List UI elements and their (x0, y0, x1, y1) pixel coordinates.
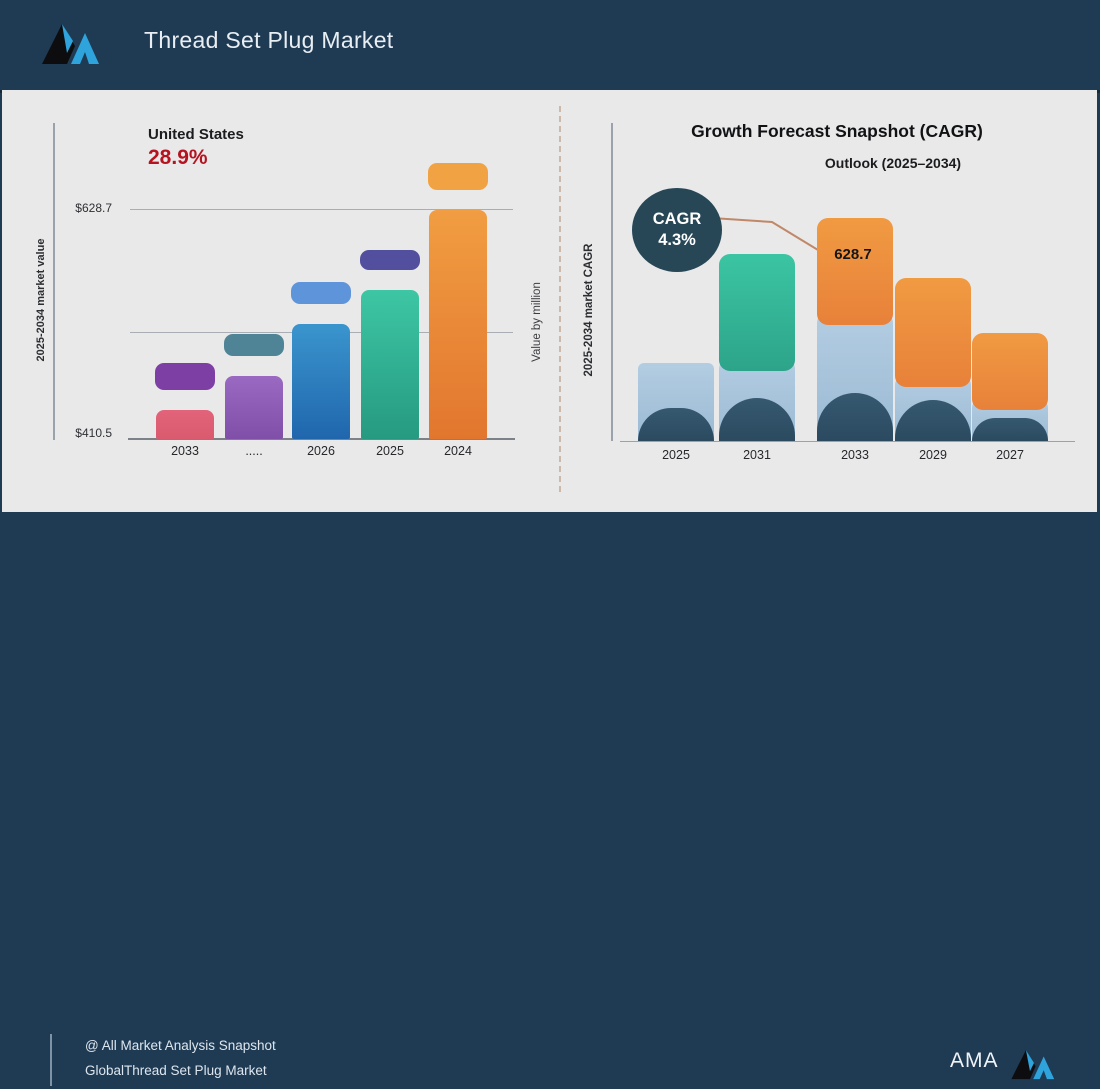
left-y-axis (53, 123, 55, 440)
bar-top-2031 (719, 254, 795, 371)
panel-divider (559, 106, 561, 492)
cagr-connector-line (711, 217, 819, 251)
cagr-badge-value: 4.3% (658, 231, 696, 249)
right-chart-subtitle: Outlook (2025–2034) (824, 155, 962, 171)
x-label-.....: ..... (245, 444, 263, 458)
cagr-badge-label: CAGR (652, 210, 702, 229)
bar-2026 (292, 324, 350, 439)
bar-top-2027 (972, 333, 1048, 410)
x-label-2029: 2029 (919, 448, 947, 462)
x-label-2025: 2025 (662, 448, 690, 462)
x-label-2031: 2031 (743, 448, 771, 462)
bar-2025 (361, 290, 419, 439)
cagr-badge: CAGR 4.3% (632, 188, 722, 272)
bar-base-2027 (972, 418, 1048, 441)
x-label-2025: 2025 (376, 444, 404, 458)
footer-divider (50, 1034, 52, 1086)
x-label-2033: 2033 (171, 444, 199, 458)
bar-top-2033 (817, 218, 893, 325)
footer-brand-text: AMA (950, 1049, 999, 1072)
footer-line2: GlobalThread Set Plug Market (85, 1063, 267, 1078)
left-chart-annotation: 28.9% (148, 146, 208, 169)
left-tick-top: $628.7 (75, 201, 112, 215)
bar-cap-2033 (155, 363, 215, 390)
left-y-axis-label: 2025-2034 market value (35, 238, 47, 362)
left-gridline-top (130, 209, 513, 210)
x-label-2027: 2027 (996, 448, 1024, 462)
bar-top-2029 (895, 278, 971, 387)
left-x-axis (128, 438, 515, 440)
bar-2033 (156, 410, 214, 439)
footer-ama-logo-icon (1008, 1042, 1060, 1089)
right-y-axis (611, 123, 613, 441)
right-x-axis (620, 441, 1075, 442)
left-tick-bottom: $410.5 (75, 426, 112, 440)
left-right-axis-label: Value by million (531, 282, 543, 362)
x-label-2026: 2026 (307, 444, 335, 458)
bar-cap-2025 (360, 250, 420, 270)
footer-line1: @ All Market Analysis Snapshot (85, 1038, 276, 1053)
right-y-axis-label: 2025-2034 market CAGR (583, 243, 595, 377)
left-chart-heading: United States (148, 126, 244, 143)
bar-value-label: 628.7 (834, 246, 872, 263)
x-label-2033: 2033 (841, 448, 869, 462)
right-chart-title: Growth Forecast Snapshot (CAGR) (691, 121, 983, 141)
page-title: Thread Set Plug Market (144, 27, 394, 53)
bar-cap-..... (224, 334, 284, 356)
header-bar: Thread Set Plug Market (0, 0, 1100, 93)
ama-logo-icon (38, 14, 102, 77)
bar-cap-2026 (291, 282, 351, 304)
bar-..... (225, 376, 283, 439)
x-label-2024: 2024 (444, 444, 472, 458)
bar-2024 (429, 210, 487, 439)
bar-cap-2024 (428, 163, 488, 190)
footer-bar: @ All Market Analysis Snapshot GlobalThr… (0, 512, 1100, 1086)
